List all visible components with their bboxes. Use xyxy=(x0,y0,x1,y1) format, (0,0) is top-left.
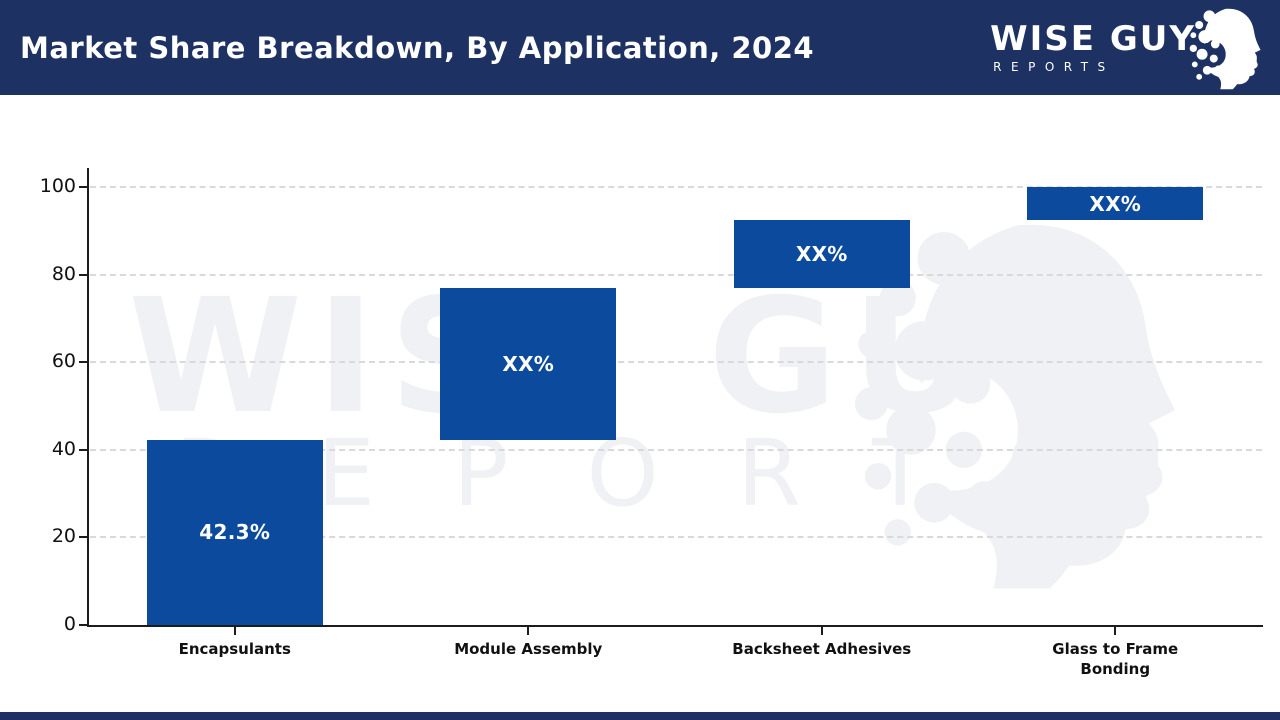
footer-bar xyxy=(0,712,1280,720)
x-tick-mark xyxy=(527,627,530,635)
page-title: Market Share Breakdown, By Application, … xyxy=(20,30,815,65)
x-tick-mark xyxy=(1114,627,1117,635)
brand-logo-subtext: REPORTS xyxy=(993,60,1115,74)
y-tick-label: 80 xyxy=(51,262,76,285)
x-category-label: Encapsulants xyxy=(178,640,291,658)
y-tick-label: 40 xyxy=(51,437,76,460)
y-tick-mark xyxy=(79,448,88,451)
x-category-label: Module Assembly xyxy=(454,640,603,658)
bar-segment: 42.3% xyxy=(146,439,323,625)
y-tick-mark xyxy=(79,361,88,364)
bar-segment: XX% xyxy=(1027,187,1204,221)
bar-segment: XX% xyxy=(733,220,910,288)
y-tick-label: 20 xyxy=(51,525,76,548)
y-axis-line xyxy=(87,168,89,627)
x-tick-mark xyxy=(820,627,823,635)
x-category-label: Backsheet Adhesives xyxy=(732,640,912,658)
x-category-label: Glass to Frame Bonding xyxy=(1052,640,1179,679)
bar-value-label: 42.3% xyxy=(199,520,271,545)
bar-value-label: XX% xyxy=(1089,191,1142,216)
brand-logo-wordmark: WISE GUY xyxy=(990,19,1196,59)
bar-value-label: XX% xyxy=(795,242,848,266)
y-tick-label: 100 xyxy=(39,175,76,197)
y-tick-mark xyxy=(79,273,88,276)
brand-logo-text: WISE GUY REPORTS xyxy=(990,22,1196,74)
y-gridline xyxy=(90,361,1262,364)
y-gridline xyxy=(90,273,1262,276)
bar-segment: XX% xyxy=(440,287,617,440)
y-gridline xyxy=(90,536,1262,539)
brand-logo: WISE GUY REPORTS xyxy=(990,8,1266,90)
header-bar: Market Share Breakdown, By Application, … xyxy=(0,0,1280,95)
y-gridline xyxy=(90,448,1262,451)
y-tick-label: 0 xyxy=(63,613,76,635)
y-tick-label: 60 xyxy=(51,350,76,373)
y-tick-mark xyxy=(79,624,88,626)
x-axis-line xyxy=(87,625,1263,627)
y-tick-mark xyxy=(79,186,88,188)
y-gridline xyxy=(90,186,1262,188)
x-tick-mark xyxy=(233,627,236,635)
y-tick-mark xyxy=(79,536,88,539)
bar-value-label: XX% xyxy=(502,351,555,376)
brand-head-icon xyxy=(1189,8,1261,90)
